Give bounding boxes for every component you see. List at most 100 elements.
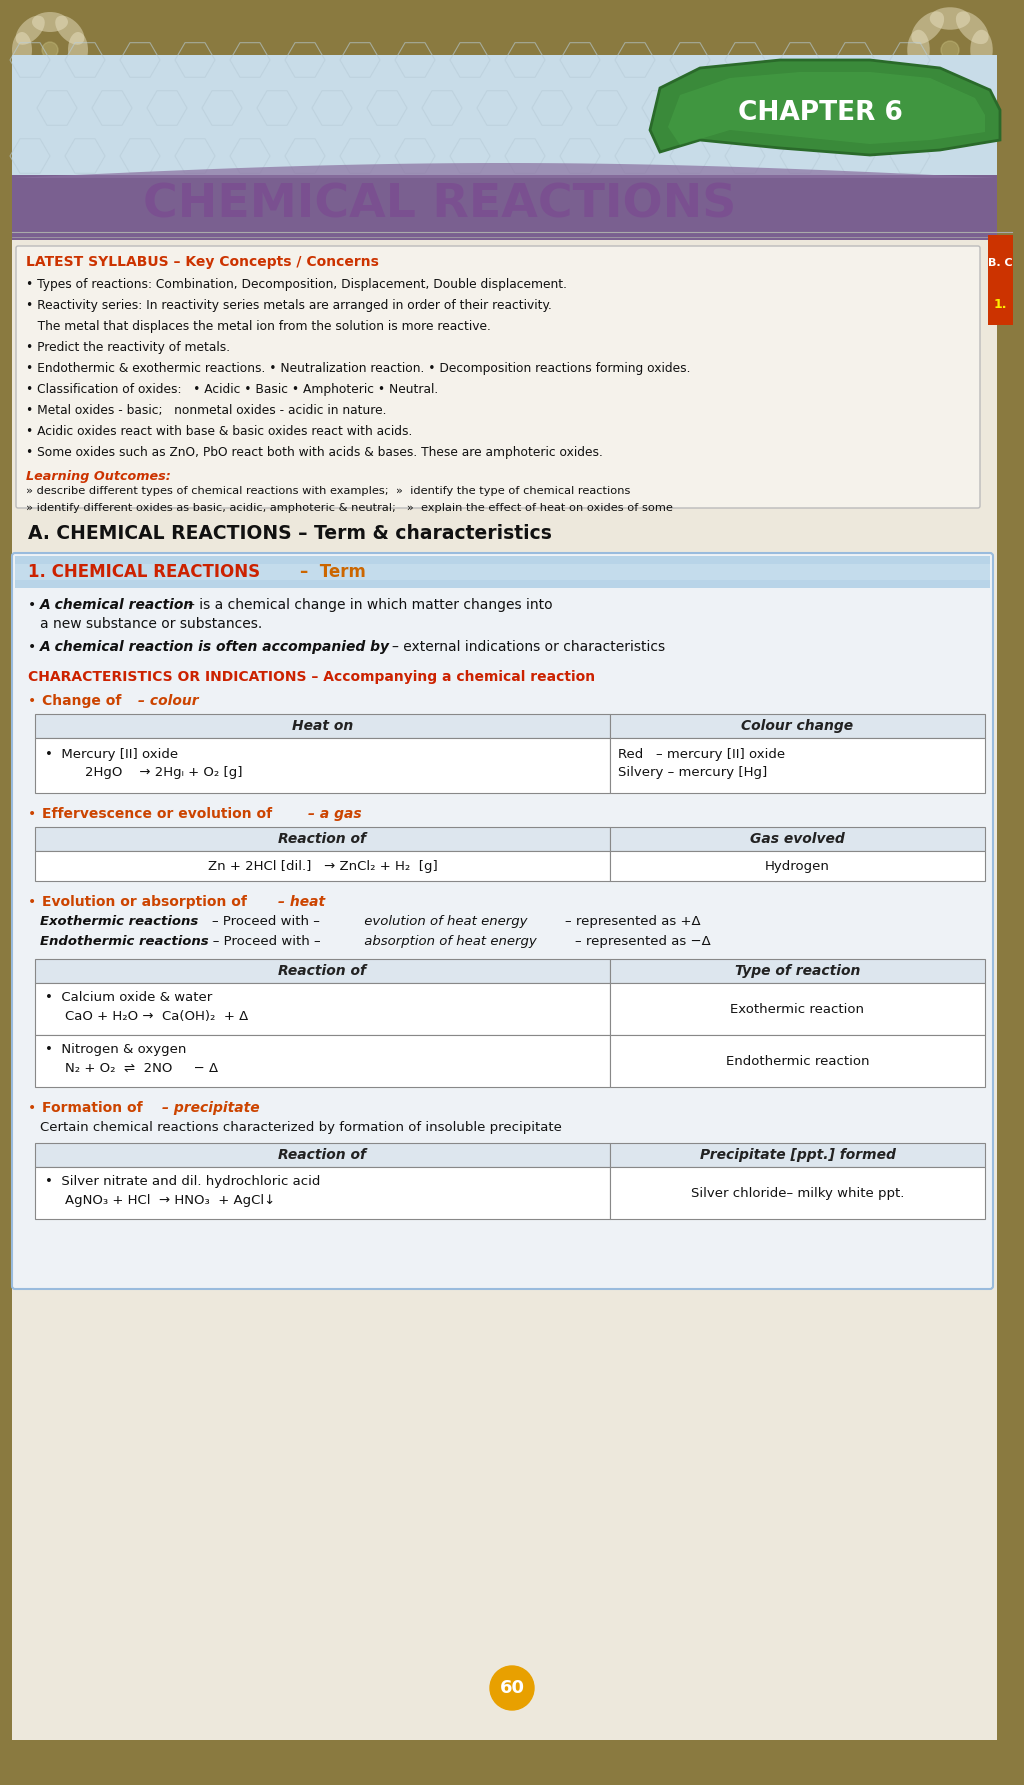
Text: LATEST SYLLABUS – Key Concepts / Concerns: LATEST SYLLABUS – Key Concepts / Concern… bbox=[26, 255, 379, 270]
Text: • Classification of oxides:   • Acidic • Basic • Amphoteric • Neutral.: • Classification of oxides: • Acidic • B… bbox=[26, 384, 438, 396]
FancyBboxPatch shape bbox=[35, 1035, 610, 1087]
Circle shape bbox=[70, 1671, 90, 1690]
Text: – precipitate: – precipitate bbox=[162, 1101, 260, 1116]
FancyBboxPatch shape bbox=[610, 714, 985, 737]
Ellipse shape bbox=[925, 1655, 952, 1705]
Ellipse shape bbox=[907, 1633, 947, 1673]
Text: Reaction of: Reaction of bbox=[279, 964, 367, 978]
Ellipse shape bbox=[55, 16, 84, 45]
FancyBboxPatch shape bbox=[16, 246, 980, 509]
Polygon shape bbox=[12, 162, 997, 179]
Circle shape bbox=[490, 1690, 509, 1708]
Polygon shape bbox=[668, 71, 985, 145]
Text: •  Silver nitrate and dil. hydrochloric acid: • Silver nitrate and dil. hydrochloric a… bbox=[45, 1175, 321, 1189]
Circle shape bbox=[941, 41, 959, 59]
FancyBboxPatch shape bbox=[610, 984, 985, 1035]
Ellipse shape bbox=[15, 16, 45, 45]
FancyBboxPatch shape bbox=[35, 737, 610, 793]
Ellipse shape bbox=[955, 11, 988, 45]
Text: Zn + 2HCl [dil.]   → ZnCl₂ + H₂  [g]: Zn + 2HCl [dil.] → ZnCl₂ + H₂ [g] bbox=[208, 860, 437, 873]
Text: Red   – mercury [II] oxide: Red – mercury [II] oxide bbox=[618, 748, 785, 760]
Text: Exothermic reaction: Exothermic reaction bbox=[730, 1003, 864, 1016]
Text: –  Term: – Term bbox=[300, 562, 366, 580]
Text: •  Mercury [II] oxide: • Mercury [II] oxide bbox=[45, 748, 178, 760]
Ellipse shape bbox=[32, 68, 68, 87]
Ellipse shape bbox=[848, 1655, 876, 1705]
Ellipse shape bbox=[853, 1633, 893, 1673]
Text: – represented as +Δ: – represented as +Δ bbox=[565, 916, 700, 928]
FancyBboxPatch shape bbox=[35, 959, 610, 984]
FancyBboxPatch shape bbox=[12, 55, 997, 214]
Ellipse shape bbox=[911, 55, 944, 89]
FancyBboxPatch shape bbox=[12, 175, 997, 239]
Ellipse shape bbox=[955, 55, 988, 89]
Text: Certain chemical reactions characterized by formation of insoluble precipitate: Certain chemical reactions characterized… bbox=[40, 1121, 562, 1133]
FancyBboxPatch shape bbox=[988, 236, 1013, 325]
Text: Hydrogen: Hydrogen bbox=[765, 860, 829, 873]
FancyBboxPatch shape bbox=[610, 851, 985, 882]
Text: • Reactivity series: In reactivity series metals are arranged in order of their : • Reactivity series: In reactivity serie… bbox=[26, 300, 552, 312]
Text: Precipitate [ppt.] formed: Precipitate [ppt.] formed bbox=[699, 1148, 895, 1162]
Text: Reaction of: Reaction of bbox=[279, 832, 367, 846]
Ellipse shape bbox=[480, 1656, 520, 1680]
Ellipse shape bbox=[971, 30, 992, 70]
Text: N₂ + O₂  ⇌  2NO     − Δ: N₂ + O₂ ⇌ 2NO − Δ bbox=[65, 1062, 218, 1075]
Ellipse shape bbox=[57, 1703, 102, 1728]
FancyBboxPatch shape bbox=[35, 984, 610, 1035]
FancyBboxPatch shape bbox=[610, 737, 985, 793]
Text: Learning Outcomes:: Learning Outcomes: bbox=[26, 469, 171, 484]
Text: – Proceed with –: – Proceed with – bbox=[195, 916, 319, 928]
Ellipse shape bbox=[57, 1633, 102, 1658]
Ellipse shape bbox=[911, 11, 944, 45]
Text: – represented as −Δ: – represented as −Δ bbox=[575, 935, 711, 948]
Ellipse shape bbox=[458, 1680, 480, 1721]
Text: Endothermic reactions: Endothermic reactions bbox=[40, 935, 209, 948]
Text: CaO + H₂O →  Ca(OH)₂  + Δ: CaO + H₂O → Ca(OH)₂ + Δ bbox=[65, 1010, 248, 1023]
Text: CHARACTERISTICS OR INDICATIONS – Accompanying a chemical reaction: CHARACTERISTICS OR INDICATIONS – Accompa… bbox=[28, 669, 595, 684]
FancyBboxPatch shape bbox=[12, 230, 997, 1740]
Text: •  Nitrogen & oxygen: • Nitrogen & oxygen bbox=[45, 1042, 186, 1057]
Ellipse shape bbox=[87, 1687, 123, 1723]
Text: Silvery – mercury [Hg]: Silvery – mercury [Hg] bbox=[618, 766, 767, 778]
Text: absorption of heat energy: absorption of heat energy bbox=[360, 935, 537, 948]
Text: » describe different types of chemical reactions with examples;  »  identify the: » describe different types of chemical r… bbox=[26, 486, 631, 496]
Ellipse shape bbox=[33, 1658, 57, 1703]
Text: a new substance or substances.: a new substance or substances. bbox=[40, 618, 262, 632]
Ellipse shape bbox=[480, 1721, 520, 1742]
Text: A. CHEMICAL REACTIONS – Term & characteristics: A. CHEMICAL REACTIONS – Term & character… bbox=[28, 525, 552, 543]
Text: Reaction of: Reaction of bbox=[279, 1148, 367, 1162]
Ellipse shape bbox=[853, 1687, 893, 1728]
Text: The metal that displaces the metal ion from the solution is more reactive.: The metal that displaces the metal ion f… bbox=[26, 320, 490, 334]
FancyBboxPatch shape bbox=[610, 1167, 985, 1219]
Text: Exothermic reactions: Exothermic reactions bbox=[40, 916, 199, 928]
Text: Heat on: Heat on bbox=[292, 719, 353, 734]
Text: • Some oxides such as ZnO, PbO react both with acids & bases. These are amphoter: • Some oxides such as ZnO, PbO react bot… bbox=[26, 446, 603, 459]
Text: Silver chloride– milky white ppt.: Silver chloride– milky white ppt. bbox=[691, 1187, 904, 1200]
Text: •  Calcium oxide & water: • Calcium oxide & water bbox=[45, 991, 212, 1003]
Ellipse shape bbox=[87, 1637, 123, 1674]
FancyBboxPatch shape bbox=[35, 851, 610, 882]
Text: – is a chemical change in which matter changes into: – is a chemical change in which matter c… bbox=[188, 598, 553, 612]
Text: 1.: 1. bbox=[993, 298, 1007, 311]
FancyBboxPatch shape bbox=[610, 1142, 985, 1167]
FancyBboxPatch shape bbox=[12, 1740, 997, 1785]
Text: • Metal oxides - basic;   nonmetal oxides - acidic in nature.: • Metal oxides - basic; nonmetal oxides … bbox=[26, 403, 386, 418]
Text: • Types of reactions: Combination, Decomposition, Displacement, Double displacem: • Types of reactions: Combination, Decom… bbox=[26, 278, 567, 291]
FancyBboxPatch shape bbox=[35, 714, 610, 737]
Text: •: • bbox=[28, 894, 45, 909]
Text: • Acidic oxides react with base & basic oxides react with acids.: • Acidic oxides react with base & basic … bbox=[26, 425, 413, 437]
FancyBboxPatch shape bbox=[610, 826, 985, 851]
Text: A chemical reaction is often accompanied by: A chemical reaction is often accompanied… bbox=[40, 641, 390, 653]
Text: – colour: – colour bbox=[138, 694, 199, 709]
Text: •: • bbox=[28, 598, 41, 612]
Text: – heat: – heat bbox=[278, 894, 326, 909]
Text: Effervescence or evolution of: Effervescence or evolution of bbox=[42, 807, 272, 821]
Ellipse shape bbox=[68, 32, 88, 68]
Ellipse shape bbox=[32, 12, 68, 32]
FancyBboxPatch shape bbox=[610, 959, 985, 984]
Ellipse shape bbox=[37, 1687, 74, 1723]
Ellipse shape bbox=[462, 1706, 495, 1739]
Ellipse shape bbox=[907, 1687, 947, 1728]
Text: B. C: B. C bbox=[988, 259, 1013, 268]
Text: Endothermic reaction: Endothermic reaction bbox=[726, 1055, 869, 1067]
